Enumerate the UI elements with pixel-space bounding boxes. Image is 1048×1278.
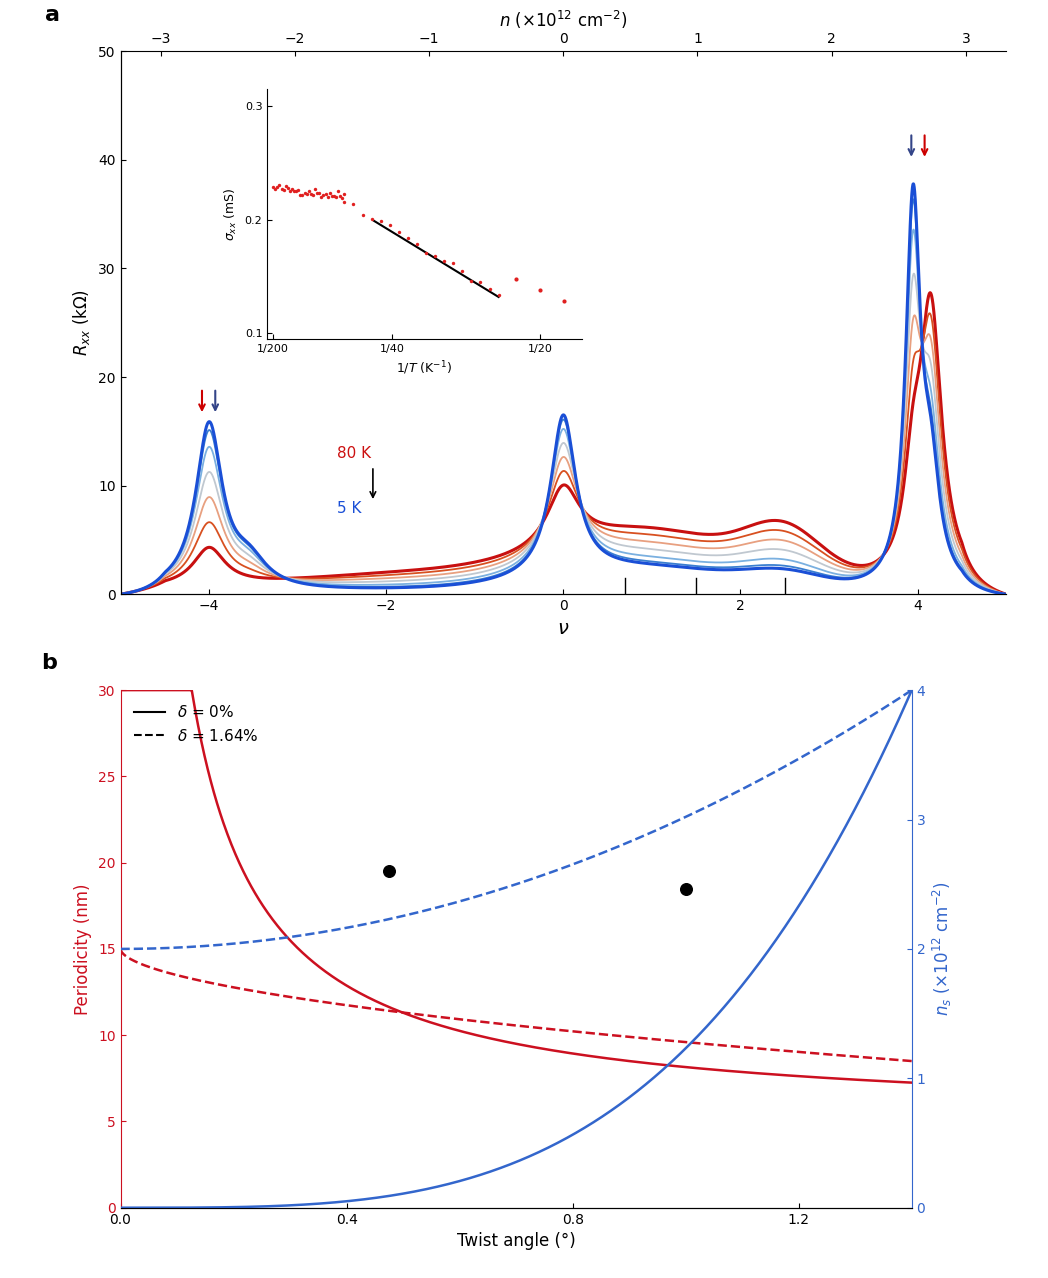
Point bbox=[454, 261, 471, 281]
Point bbox=[417, 243, 434, 263]
Y-axis label: $R_{xx}$ (k$\Omega$): $R_{xx}$ (k$\Omega$) bbox=[71, 289, 92, 357]
Point bbox=[472, 271, 488, 291]
Point bbox=[334, 188, 351, 208]
Point bbox=[399, 229, 416, 249]
Point bbox=[381, 215, 398, 235]
Text: 80 K: 80 K bbox=[337, 446, 372, 461]
X-axis label: $\nu$: $\nu$ bbox=[558, 619, 569, 638]
Point bbox=[555, 291, 572, 312]
Point bbox=[330, 181, 347, 202]
Point bbox=[274, 179, 290, 199]
Point bbox=[318, 183, 334, 203]
Point bbox=[345, 194, 362, 215]
Point bbox=[326, 185, 343, 206]
Point bbox=[463, 271, 480, 291]
X-axis label: $n$ ($\times$10$^{12}$ cm$^{-2}$): $n$ ($\times$10$^{12}$ cm$^{-2}$) bbox=[499, 9, 628, 31]
Point bbox=[301, 181, 318, 202]
Point bbox=[315, 184, 332, 204]
Text: a: a bbox=[45, 5, 60, 26]
Point bbox=[309, 183, 326, 203]
Point bbox=[531, 280, 548, 300]
Point bbox=[364, 208, 380, 229]
Point bbox=[427, 247, 443, 267]
Point bbox=[322, 183, 339, 203]
Point bbox=[280, 178, 297, 198]
Legend: $\delta$ = 0%, $\delta$ = 1.64%: $\delta$ = 0%, $\delta$ = 1.64% bbox=[128, 698, 265, 750]
Point bbox=[303, 184, 320, 204]
Y-axis label: $n_s$ ($\times$10$^{12}$ cm$^{-2}$): $n_s$ ($\times$10$^{12}$ cm$^{-2}$) bbox=[931, 882, 954, 1016]
Point bbox=[278, 175, 294, 196]
Point bbox=[490, 285, 507, 305]
Point bbox=[297, 183, 313, 203]
Point bbox=[332, 185, 349, 206]
Point bbox=[324, 185, 341, 206]
Point bbox=[328, 187, 345, 207]
Point bbox=[336, 192, 353, 212]
Point bbox=[294, 185, 311, 206]
Y-axis label: $\sigma_{xx}$ (mS): $\sigma_{xx}$ (mS) bbox=[223, 188, 239, 240]
Point bbox=[391, 222, 408, 243]
Point bbox=[292, 185, 309, 206]
Point bbox=[336, 184, 353, 204]
Point bbox=[481, 279, 498, 299]
Point bbox=[267, 179, 284, 199]
Point bbox=[271, 175, 288, 196]
Point bbox=[372, 211, 389, 231]
Point bbox=[311, 183, 328, 203]
Point bbox=[313, 187, 330, 207]
Point bbox=[320, 187, 336, 207]
Point bbox=[276, 179, 292, 199]
Point bbox=[444, 253, 461, 273]
Point bbox=[286, 181, 303, 202]
Point bbox=[305, 185, 322, 206]
Point bbox=[290, 180, 307, 201]
X-axis label: 1/$T$ (K$^{-1}$): 1/$T$ (K$^{-1}$) bbox=[396, 359, 453, 377]
Point bbox=[288, 181, 305, 202]
Point bbox=[282, 180, 299, 201]
Point bbox=[409, 234, 425, 254]
Point bbox=[677, 878, 694, 898]
Point bbox=[269, 176, 286, 197]
Point bbox=[508, 268, 525, 289]
Text: 5 K: 5 K bbox=[337, 501, 362, 516]
Point bbox=[354, 204, 371, 225]
Point bbox=[265, 176, 282, 197]
Point bbox=[307, 179, 324, 199]
Point bbox=[284, 179, 301, 199]
Text: b: b bbox=[42, 653, 58, 674]
Point bbox=[436, 252, 453, 272]
Point bbox=[380, 861, 397, 882]
X-axis label: Twist angle (°): Twist angle (°) bbox=[457, 1232, 575, 1250]
Y-axis label: Periodicity (nm): Periodicity (nm) bbox=[74, 883, 92, 1015]
Point bbox=[299, 184, 315, 204]
